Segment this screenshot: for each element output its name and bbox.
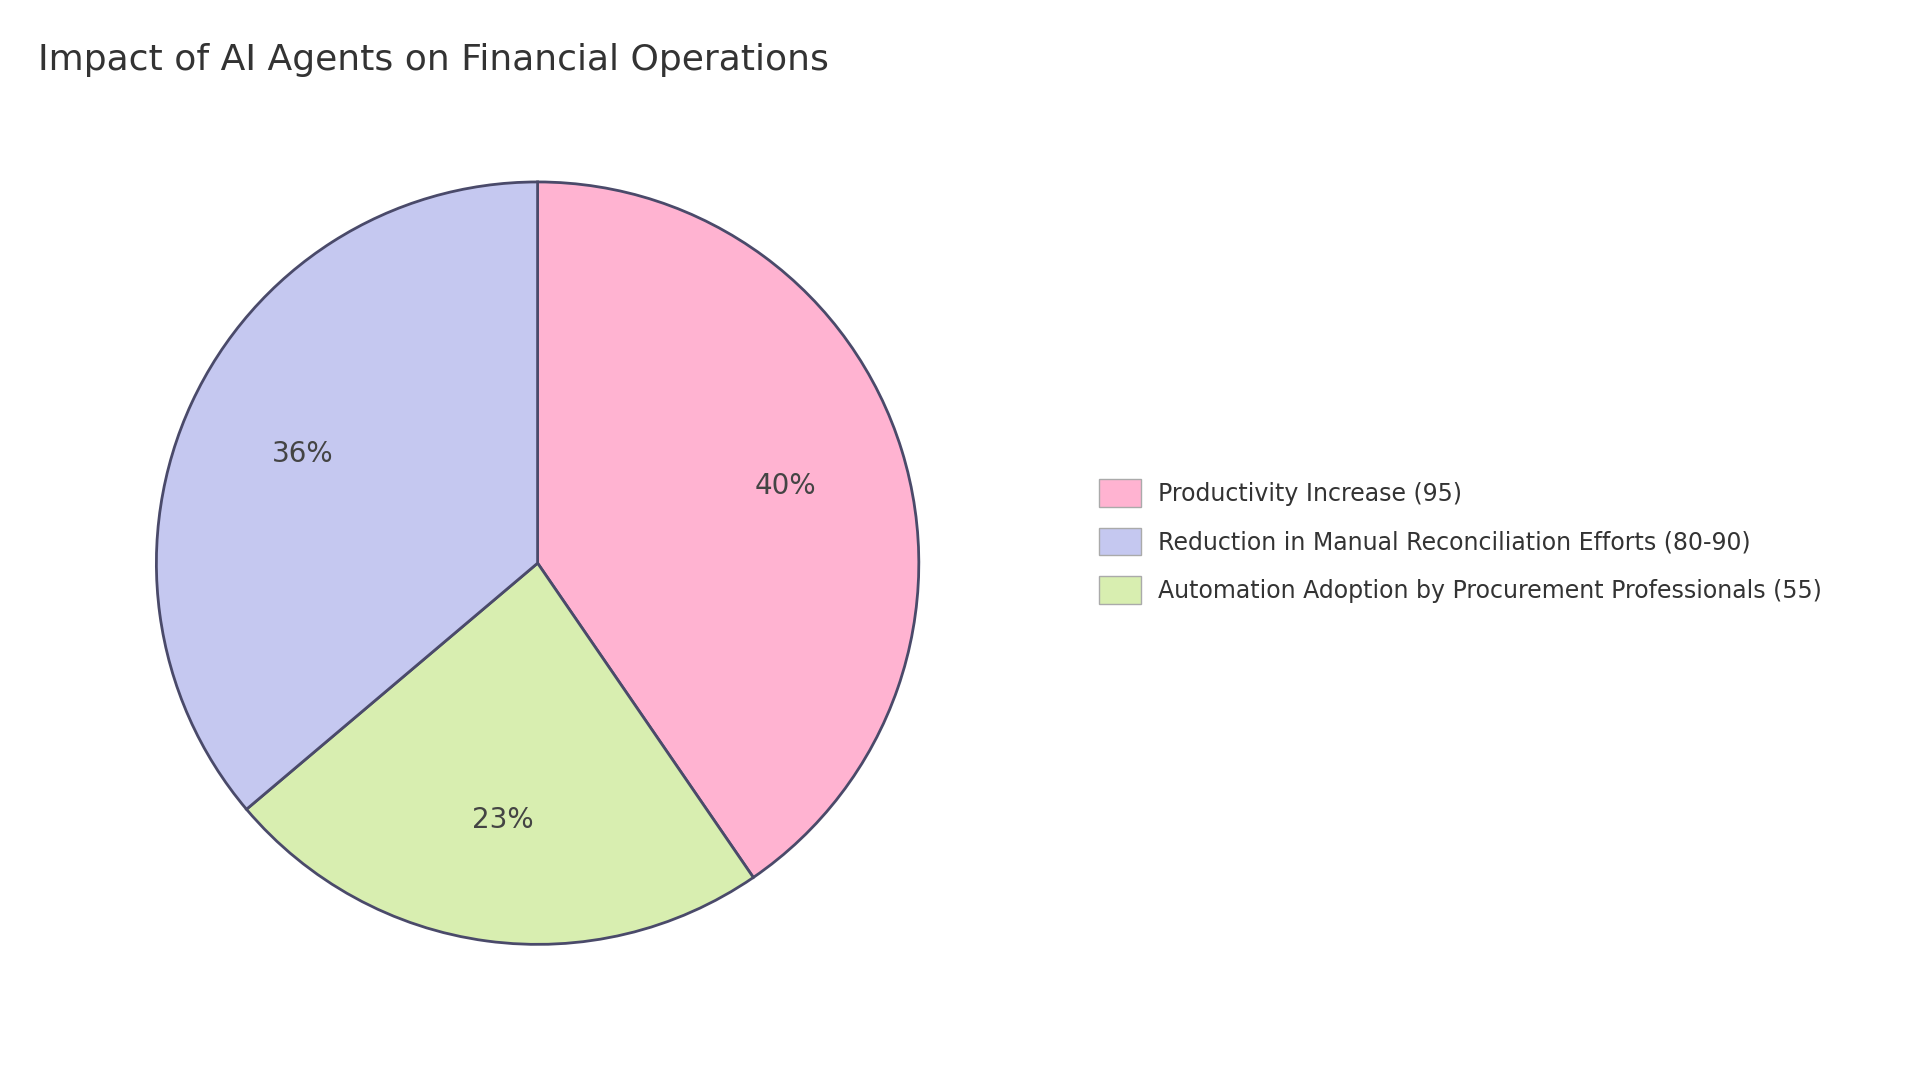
Text: 40%: 40% — [755, 472, 816, 500]
Text: 36%: 36% — [271, 440, 334, 468]
Legend: Productivity Increase (95), Reduction in Manual Reconciliation Efforts (80-90), : Productivity Increase (95), Reduction in… — [1087, 468, 1834, 615]
Wedge shape — [246, 563, 753, 944]
Text: Impact of AI Agents on Financial Operations: Impact of AI Agents on Financial Operati… — [38, 43, 829, 77]
Wedge shape — [156, 182, 538, 809]
Text: 23%: 23% — [472, 806, 534, 834]
Wedge shape — [538, 182, 920, 877]
